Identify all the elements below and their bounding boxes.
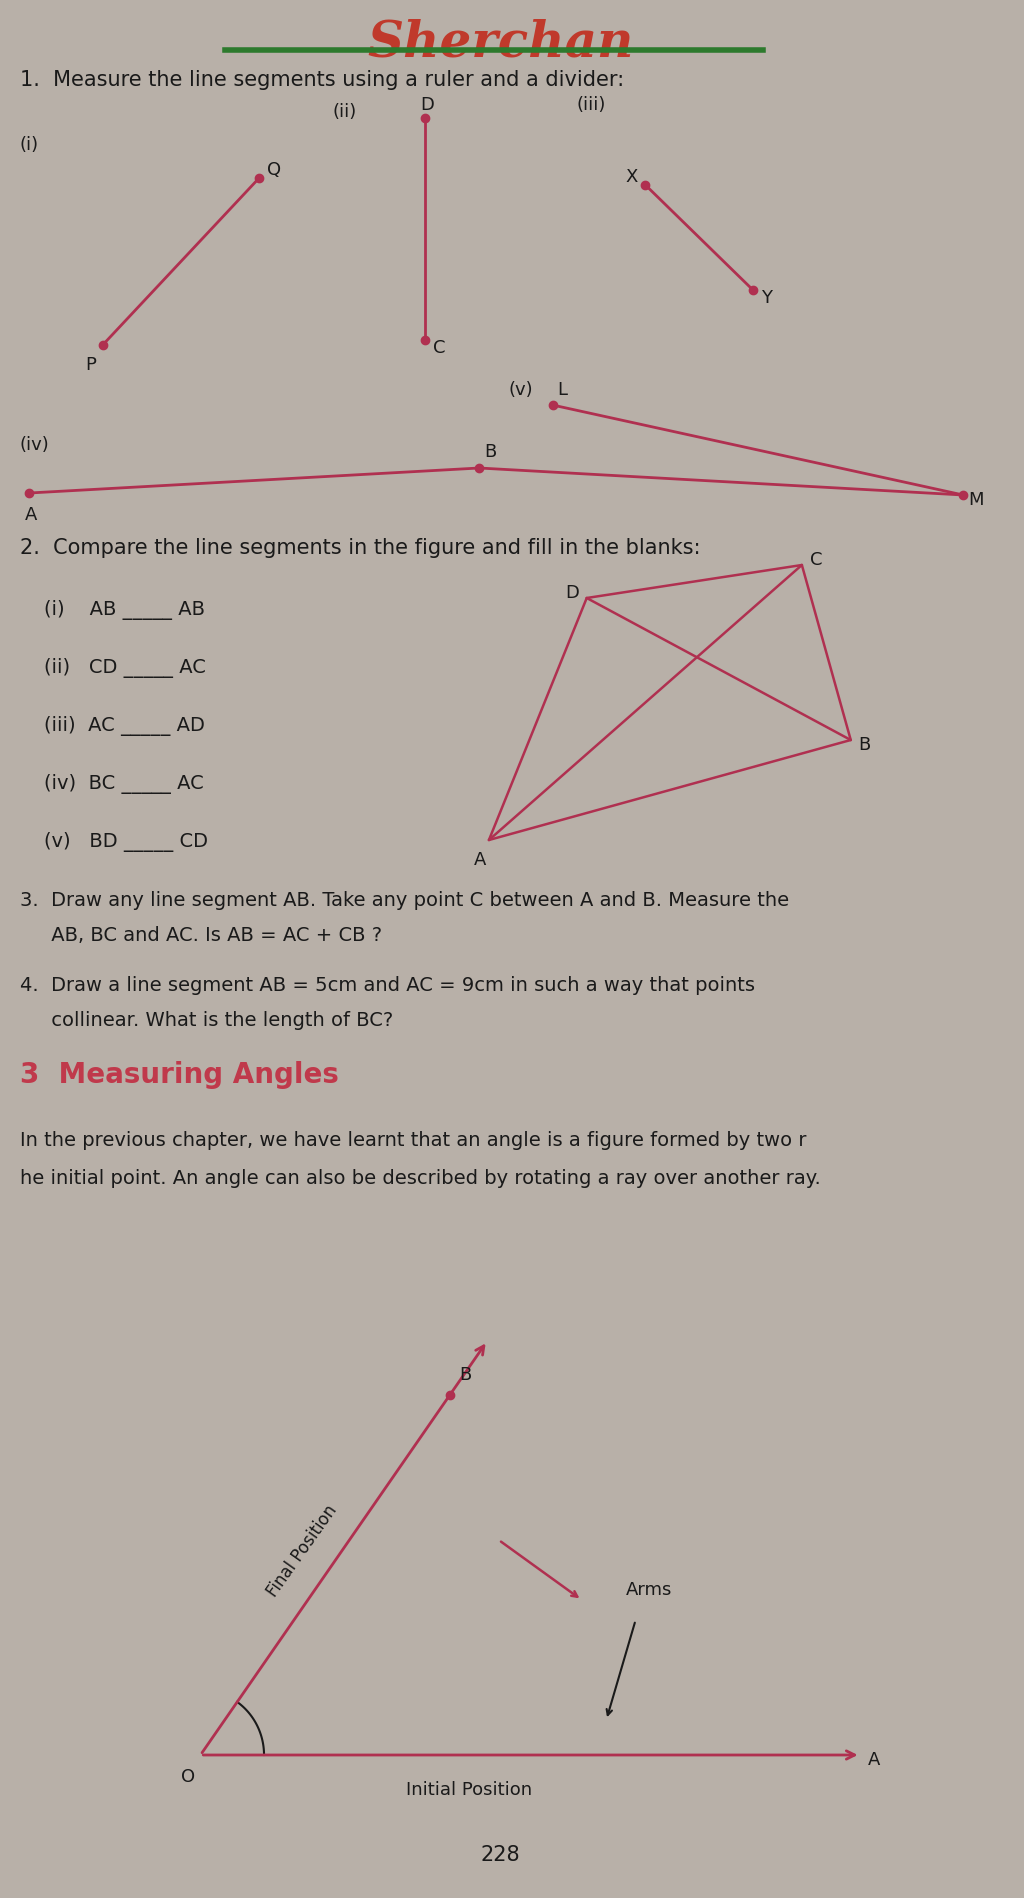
Text: (i): (i) — [19, 137, 39, 154]
Text: X: X — [626, 169, 638, 186]
Text: Sherchan: Sherchan — [368, 17, 634, 66]
Text: (iv)  BC _____ AC: (iv) BC _____ AC — [44, 774, 204, 793]
Text: L: L — [557, 381, 567, 399]
Text: (ii)   CD _____ AC: (ii) CD _____ AC — [44, 659, 206, 678]
Text: D: D — [565, 585, 580, 602]
Text: 3  Measuring Angles: 3 Measuring Angles — [19, 1061, 339, 1089]
Text: (iv): (iv) — [19, 437, 49, 454]
Text: C: C — [433, 340, 445, 357]
Text: B: B — [858, 736, 870, 754]
Text: 4.  Draw a line segment AB = 5cm and AC = 9cm in such a way that points: 4. Draw a line segment AB = 5cm and AC =… — [19, 976, 755, 995]
Text: (ii): (ii) — [333, 102, 356, 121]
Text: A: A — [25, 507, 37, 524]
Text: he initial point. An angle can also be described by rotating a ray over another : he initial point. An angle can also be d… — [19, 1169, 820, 1188]
Text: 1.  Measure the line segments using a ruler and a divider:: 1. Measure the line segments using a rul… — [19, 70, 624, 89]
Text: Q: Q — [267, 161, 281, 178]
Text: M: M — [968, 492, 984, 509]
Text: 2.  Compare the line segments in the figure and fill in the blanks:: 2. Compare the line segments in the figu… — [19, 537, 700, 558]
Text: Arms: Arms — [626, 1581, 672, 1598]
Text: D: D — [421, 97, 434, 114]
Text: Y: Y — [761, 288, 772, 307]
Text: O: O — [181, 1769, 195, 1786]
Text: P: P — [85, 357, 96, 374]
Text: A: A — [474, 850, 486, 869]
Text: (i)    AB _____ AB: (i) AB _____ AB — [44, 600, 205, 621]
Text: (iii)  AC _____ AD: (iii) AC _____ AD — [44, 716, 205, 736]
Text: A: A — [868, 1752, 881, 1769]
Text: AB, BC and AC. Is AB = AC + CB ?: AB, BC and AC. Is AB = AC + CB ? — [19, 926, 382, 945]
Text: 3.  Draw any line segment AB. Take any point C between A and B. Measure the: 3. Draw any line segment AB. Take any po… — [19, 890, 788, 909]
Text: (v)   BD _____ CD: (v) BD _____ CD — [44, 831, 208, 852]
Text: Initial Position: Initial Position — [407, 1780, 532, 1799]
Text: Final Position: Final Position — [264, 1501, 341, 1600]
Text: C: C — [810, 550, 822, 569]
Text: B: B — [484, 442, 497, 461]
Text: (iii): (iii) — [577, 97, 606, 114]
Text: (v): (v) — [509, 381, 534, 399]
Text: B: B — [460, 1367, 472, 1384]
Text: In the previous chapter, we have learnt that an angle is a figure formed by two : In the previous chapter, we have learnt … — [19, 1131, 806, 1150]
Text: collinear. What is the length of BC?: collinear. What is the length of BC? — [19, 1010, 393, 1029]
Text: 228: 228 — [481, 1845, 520, 1866]
